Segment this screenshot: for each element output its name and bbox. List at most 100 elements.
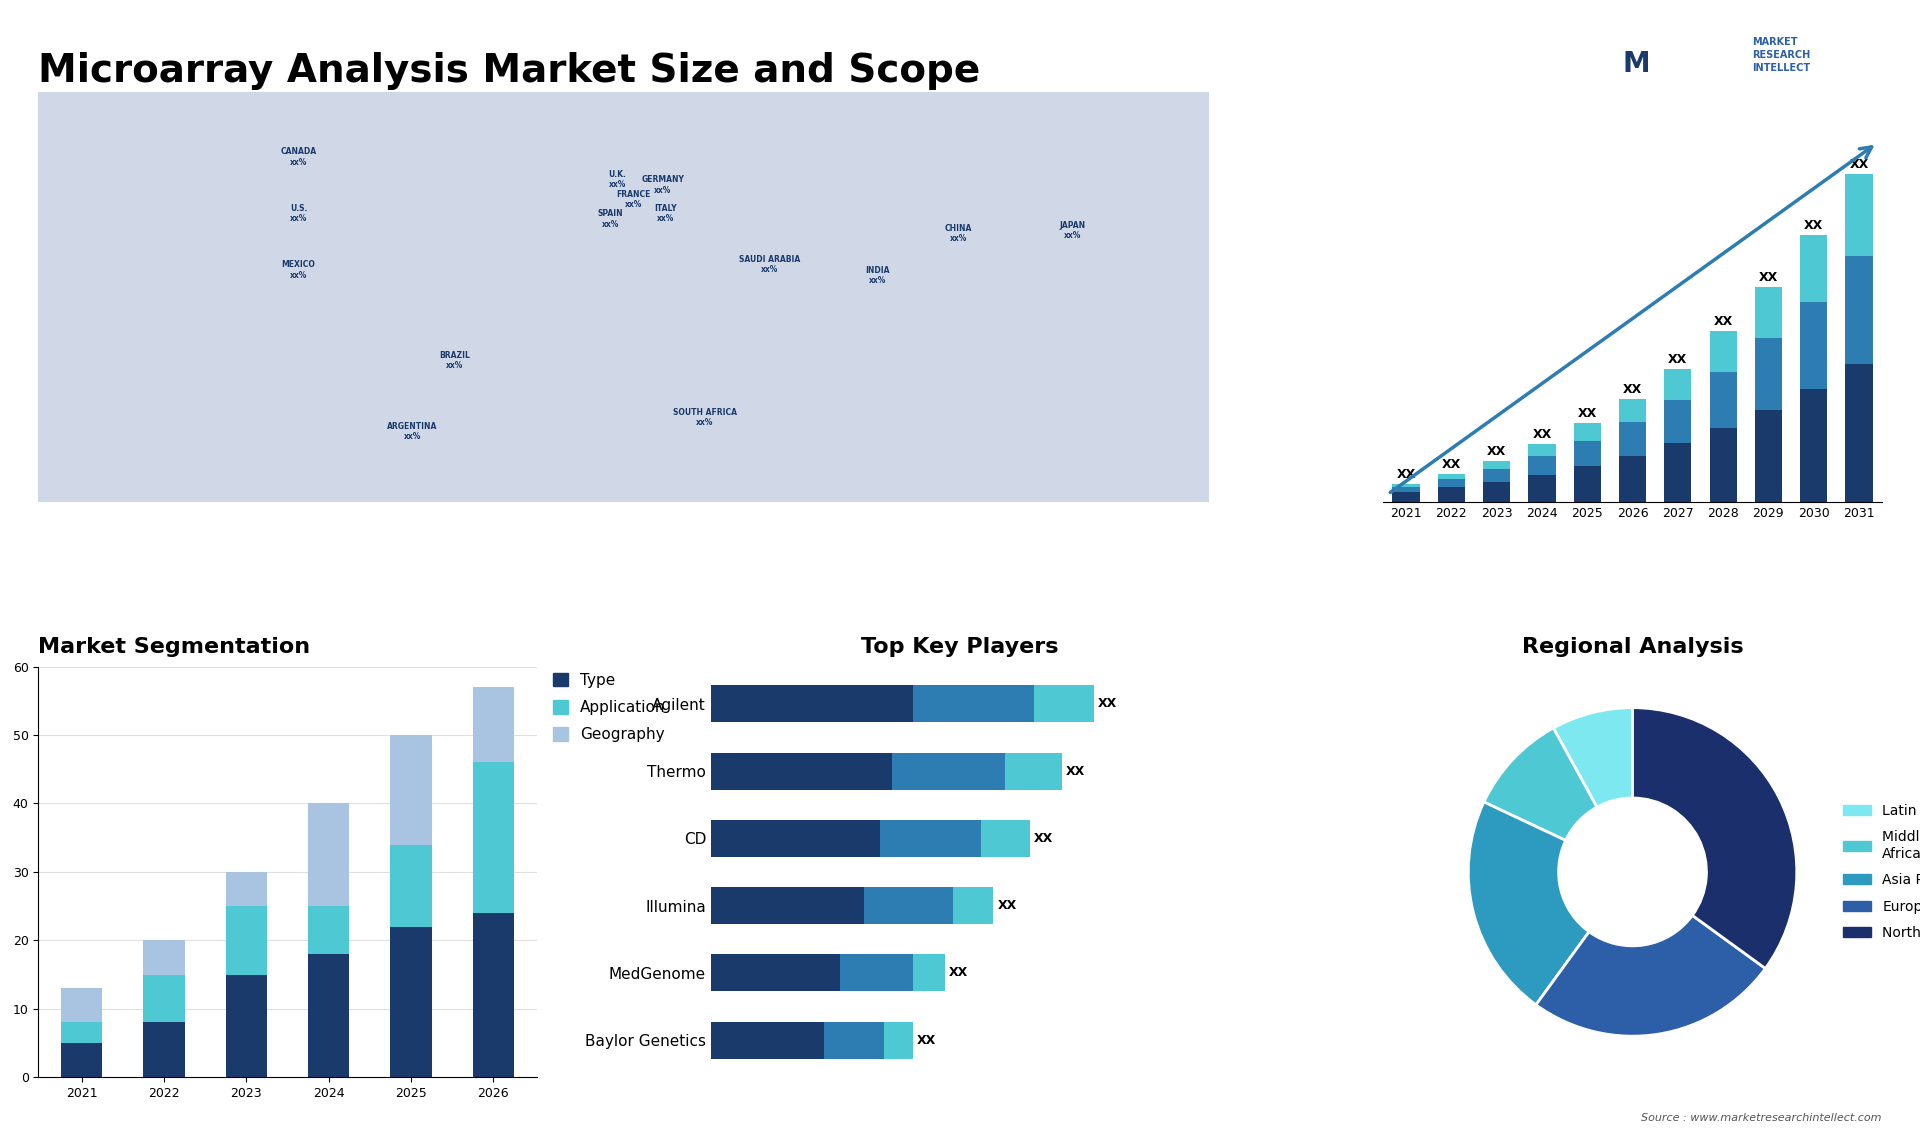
Text: ARGENTINA
xx%: ARGENTINA xx% <box>388 422 438 441</box>
Bar <box>1006 753 1062 790</box>
Text: XX: XX <box>948 966 968 980</box>
Bar <box>710 955 839 991</box>
Text: XX: XX <box>1759 270 1778 284</box>
Title: Top Key Players: Top Key Players <box>862 637 1058 657</box>
Bar <box>1665 400 1692 442</box>
Bar <box>144 941 184 974</box>
Bar <box>1574 423 1601 441</box>
Bar <box>1801 303 1828 390</box>
Text: XX: XX <box>1668 353 1688 366</box>
Bar <box>1482 462 1511 470</box>
Bar <box>1482 470 1511 481</box>
Bar <box>952 887 993 924</box>
Bar <box>1528 456 1555 474</box>
Text: SPAIN
xx%: SPAIN xx% <box>597 210 624 229</box>
Bar <box>1033 685 1094 722</box>
Title: Regional Analysis: Regional Analysis <box>1523 637 1743 657</box>
Bar <box>1845 363 1872 502</box>
Bar <box>1801 390 1828 502</box>
Text: SOUTH AFRICA
xx%: SOUTH AFRICA xx% <box>674 408 737 427</box>
Bar <box>1845 174 1872 256</box>
Bar <box>1574 441 1601 466</box>
Bar <box>307 803 349 906</box>
Bar <box>710 887 864 924</box>
Text: XX: XX <box>1486 445 1507 458</box>
Bar <box>1528 444 1555 456</box>
Text: XX: XX <box>996 900 1016 912</box>
Text: CHINA
xx%: CHINA xx% <box>945 223 972 243</box>
Text: XX: XX <box>1066 764 1085 777</box>
Text: XX: XX <box>1805 219 1824 233</box>
Bar <box>912 685 1033 722</box>
Bar <box>1392 492 1419 502</box>
Text: SAUDI ARABIA
xx%: SAUDI ARABIA xx% <box>739 254 801 274</box>
Bar <box>1755 286 1782 338</box>
Text: XX: XX <box>1578 407 1597 421</box>
Bar <box>1392 484 1419 487</box>
Bar <box>144 1022 184 1077</box>
Bar <box>307 906 349 953</box>
Bar <box>1665 442 1692 502</box>
Bar <box>1709 331 1738 372</box>
Text: GERMANY
xx%: GERMANY xx% <box>641 175 684 195</box>
Bar <box>1438 473 1465 479</box>
Text: INDIA
xx%: INDIA xx% <box>866 266 889 285</box>
Wedge shape <box>1469 802 1590 1005</box>
Bar <box>1665 369 1692 400</box>
Bar <box>390 927 432 1077</box>
Bar <box>1438 487 1465 502</box>
Text: MEXICO
xx%: MEXICO xx% <box>282 260 315 280</box>
Text: ITALY
xx%: ITALY xx% <box>655 204 678 223</box>
Text: XX: XX <box>1713 315 1732 328</box>
Bar <box>710 753 893 790</box>
Bar <box>144 974 184 1022</box>
Bar <box>227 872 267 906</box>
Polygon shape <box>38 92 1210 502</box>
Bar <box>390 735 432 845</box>
Bar <box>710 1021 824 1059</box>
Bar <box>710 819 881 857</box>
Bar <box>1845 256 1872 363</box>
Wedge shape <box>1632 707 1797 968</box>
Bar <box>1482 481 1511 502</box>
Bar <box>1619 422 1645 456</box>
Wedge shape <box>1536 916 1764 1036</box>
Text: JAPAN
xx%: JAPAN xx% <box>1060 221 1085 241</box>
Bar <box>61 1022 102 1043</box>
Text: Source : www.marketresearchintellect.com: Source : www.marketresearchintellect.com <box>1642 1113 1882 1123</box>
Text: XX: XX <box>1849 158 1868 171</box>
Text: MARKET
RESEARCH
INTELLECT: MARKET RESEARCH INTELLECT <box>1751 37 1811 73</box>
Text: XX: XX <box>1532 427 1551 441</box>
Bar <box>1755 410 1782 502</box>
Bar <box>472 913 515 1077</box>
Text: XX: XX <box>1098 697 1117 711</box>
Text: XX: XX <box>1442 457 1461 471</box>
Bar <box>839 955 912 991</box>
Text: XX: XX <box>1622 383 1642 395</box>
Bar <box>1392 487 1419 492</box>
Text: XX: XX <box>1033 832 1052 845</box>
Bar <box>61 988 102 1022</box>
Bar <box>1574 466 1601 502</box>
Bar <box>472 688 515 762</box>
Bar <box>1709 429 1738 502</box>
Bar <box>1528 474 1555 502</box>
Text: FRANCE
xx%: FRANCE xx% <box>616 189 651 209</box>
Bar <box>864 887 952 924</box>
Bar <box>885 1021 912 1059</box>
Bar <box>1755 338 1782 410</box>
Text: XX: XX <box>916 1034 935 1046</box>
Bar <box>912 955 945 991</box>
Bar <box>710 685 912 722</box>
Bar <box>227 906 267 974</box>
Legend: Type, Application, Geography: Type, Application, Geography <box>547 667 672 748</box>
Wedge shape <box>1553 707 1632 807</box>
Bar <box>307 953 349 1077</box>
Text: U.S.
xx%: U.S. xx% <box>290 204 307 223</box>
Bar <box>881 819 981 857</box>
Text: Microarray Analysis Market Size and Scope: Microarray Analysis Market Size and Scop… <box>38 52 981 89</box>
Bar <box>1619 456 1645 502</box>
Text: CANADA
xx%: CANADA xx% <box>280 147 317 166</box>
Legend: Latin America, Middle East &
Africa, Asia Pacific, Europe, North America: Latin America, Middle East & Africa, Asi… <box>1837 799 1920 945</box>
Bar <box>227 974 267 1077</box>
